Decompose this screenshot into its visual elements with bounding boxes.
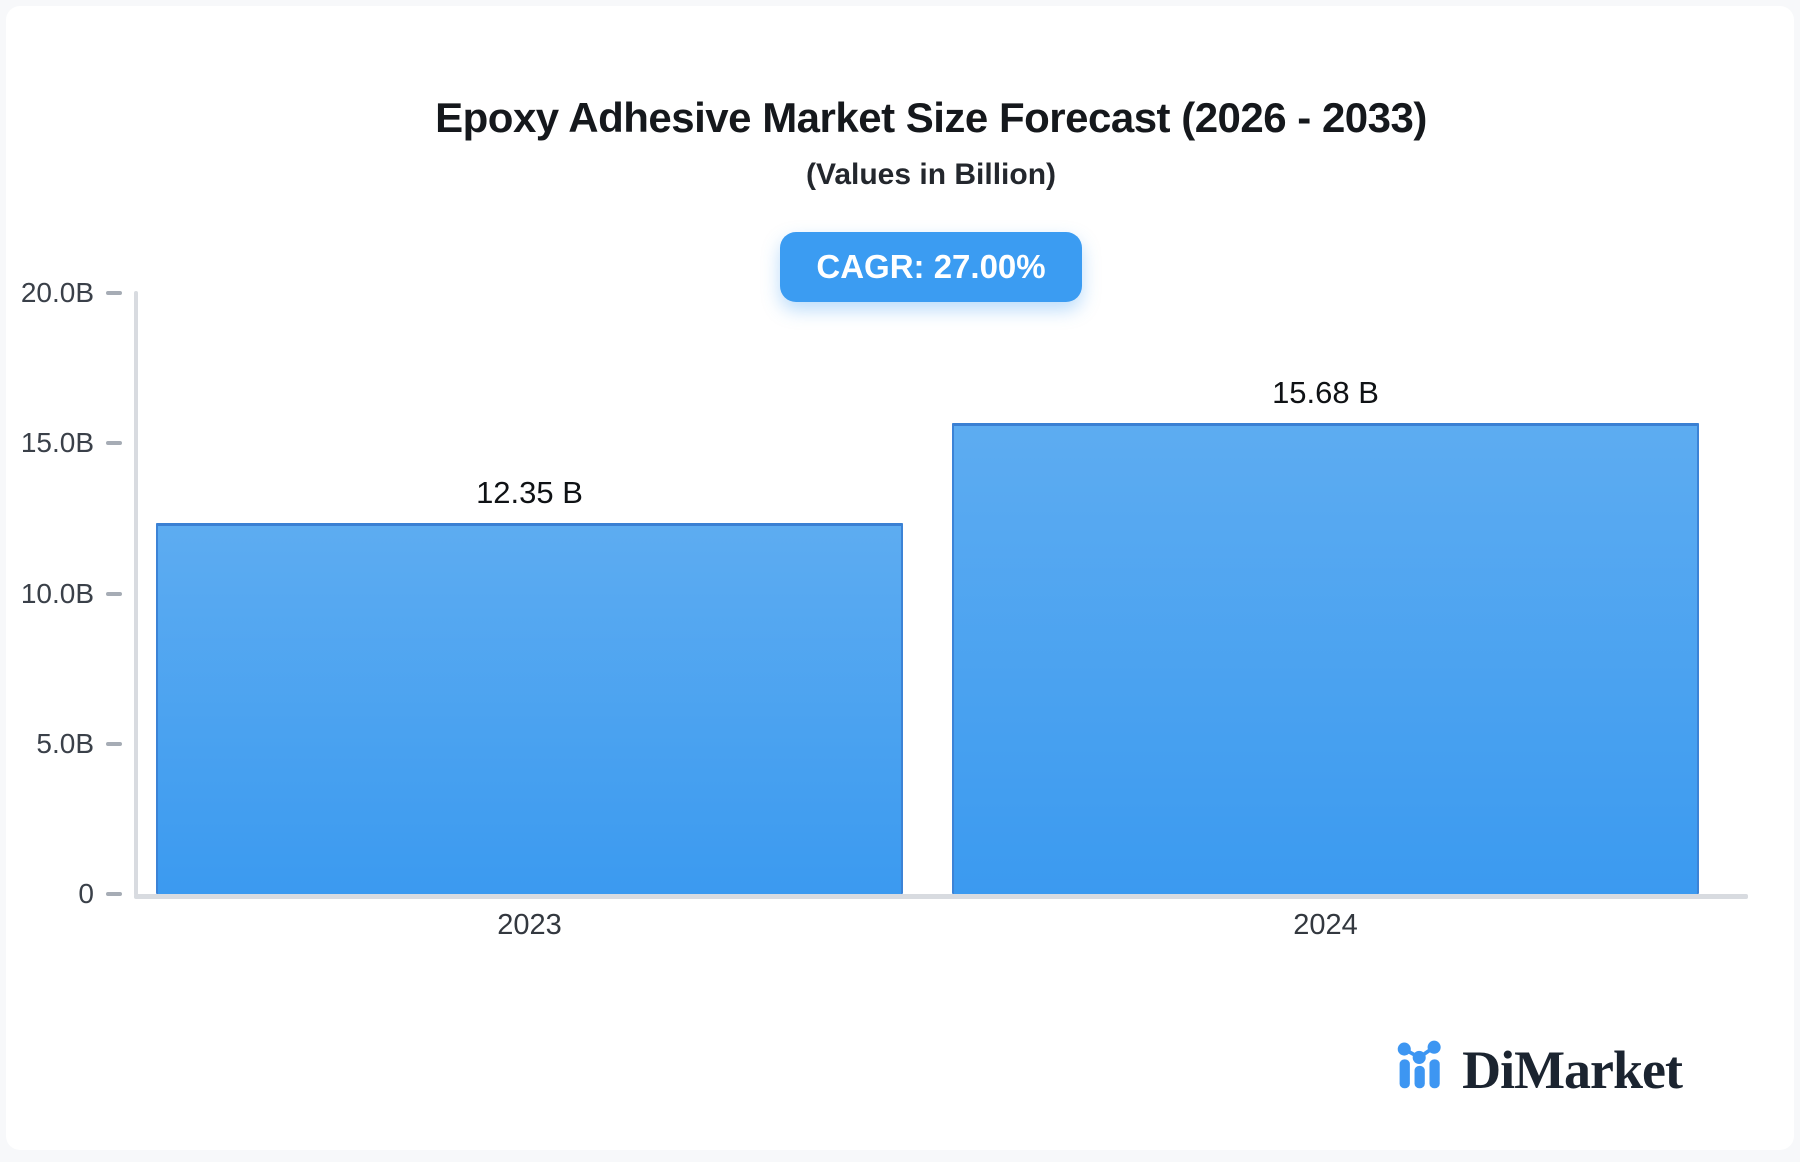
y-axis-line	[134, 291, 138, 896]
bar-value-label: 15.68 B	[1272, 374, 1379, 410]
y-axis-tick-mark	[106, 892, 122, 896]
y-axis-tick-label: 20.0B	[20, 277, 94, 308]
y-axis-tick-label: 5.0B	[36, 727, 94, 759]
bar-value-label: 12.35 B	[476, 474, 583, 510]
brand-logo: DiMarket	[1394, 1034, 1683, 1100]
y-axis-tick-mark	[106, 441, 122, 446]
cagr-badge: CAGR: 27.00%	[780, 232, 1082, 302]
x-axis-category-label: 2024	[1293, 909, 1358, 941]
y-axis-tick-mark	[106, 591, 122, 596]
bar-chart-logo-icon	[1397, 1040, 1441, 1089]
y-axis-tick-label: 10.0B	[20, 577, 94, 609]
brand-logo-text: DiMarket	[1462, 1040, 1683, 1100]
y-axis-tick-mark	[106, 291, 122, 295]
chart-header: Epoxy Adhesive Market Size Forecast (202…	[66, 94, 1796, 302]
chart-title: Epoxy Adhesive Market Size Forecast (202…	[435, 94, 1427, 141]
x-axis-category-label: 2023	[497, 909, 562, 941]
chart-card: Epoxy Adhesive Market Size Forecast (202…	[6, 6, 1794, 1150]
y-axis-tick-label: 15.0B	[20, 427, 94, 459]
y-axis-tick-label: 0	[78, 878, 94, 909]
x-axis-line	[134, 894, 1748, 899]
chart-subtitle: (Values in Billion)	[805, 158, 1057, 191]
plot-area: 20.0B 15.0B 10.0B 5.0B 0 12.35 B 2023 15.68 B 20…	[6, 6, 1800, 1162]
y-axis-tick-mark	[106, 741, 122, 746]
bar-2024[interactable]	[952, 422, 1699, 894]
bar-2023[interactable]	[156, 522, 903, 894]
